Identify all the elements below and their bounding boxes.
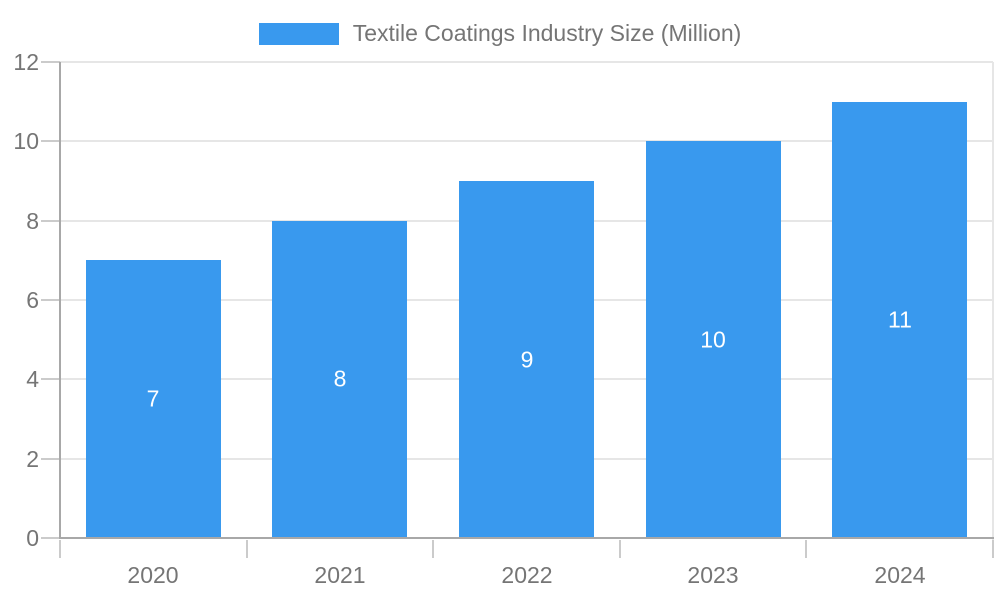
x-axis-label: 2023	[687, 562, 739, 588]
legend-swatch	[258, 22, 339, 45]
bar-2021[interactable]	[272, 221, 407, 538]
bar-2024[interactable]	[832, 102, 967, 538]
y-axis-label: 8	[26, 208, 39, 234]
legend-label: Textile Coatings Industry Size (Million)	[352, 20, 742, 46]
bar-2020[interactable]	[86, 260, 221, 538]
bar-value-label: 7	[146, 385, 160, 412]
x-axis-label: 2020	[127, 562, 179, 588]
y-axis-tick	[41, 220, 60, 222]
x-axis-tick	[805, 540, 807, 558]
x-axis-tick	[432, 540, 434, 558]
bar-value-label: 9	[520, 346, 534, 373]
x-axis-label: 2022	[501, 562, 553, 588]
y-axis-tick	[41, 140, 60, 142]
y-axis-tick	[41, 537, 60, 539]
gridline	[60, 140, 993, 142]
bar-value-label: 8	[333, 365, 347, 392]
bar-value-label: 10	[700, 326, 726, 353]
y-axis-label: 12	[13, 49, 39, 75]
bar-2022[interactable]	[459, 181, 594, 538]
y-axis-tick	[41, 299, 60, 301]
y-axis-label: 2	[26, 446, 39, 472]
x-axis-tick	[619, 540, 621, 558]
y-axis-tick	[41, 458, 60, 460]
bar-value-label: 11	[888, 306, 912, 333]
x-axis-tick	[246, 540, 248, 558]
y-axis-label: 0	[26, 525, 39, 551]
gridline	[60, 61, 993, 63]
x-axis-line	[59, 537, 994, 539]
y-axis-line	[59, 62, 61, 538]
y-axis-tick	[41, 378, 60, 380]
bar-2023[interactable]	[646, 141, 781, 538]
y-axis-tick	[41, 61, 60, 63]
x-axis-label: 2024	[874, 562, 926, 588]
x-axis-tick	[992, 540, 994, 558]
y-axis-label: 6	[26, 287, 39, 313]
legend[interactable]: Textile Coatings Industry Size (Million)	[0, 20, 1000, 47]
x-axis-label: 2021	[314, 562, 366, 588]
y-axis-label: 10	[13, 128, 39, 154]
y-axis-label: 4	[26, 366, 39, 392]
x-axis-tick	[59, 540, 61, 558]
plot-right-border	[992, 62, 994, 558]
